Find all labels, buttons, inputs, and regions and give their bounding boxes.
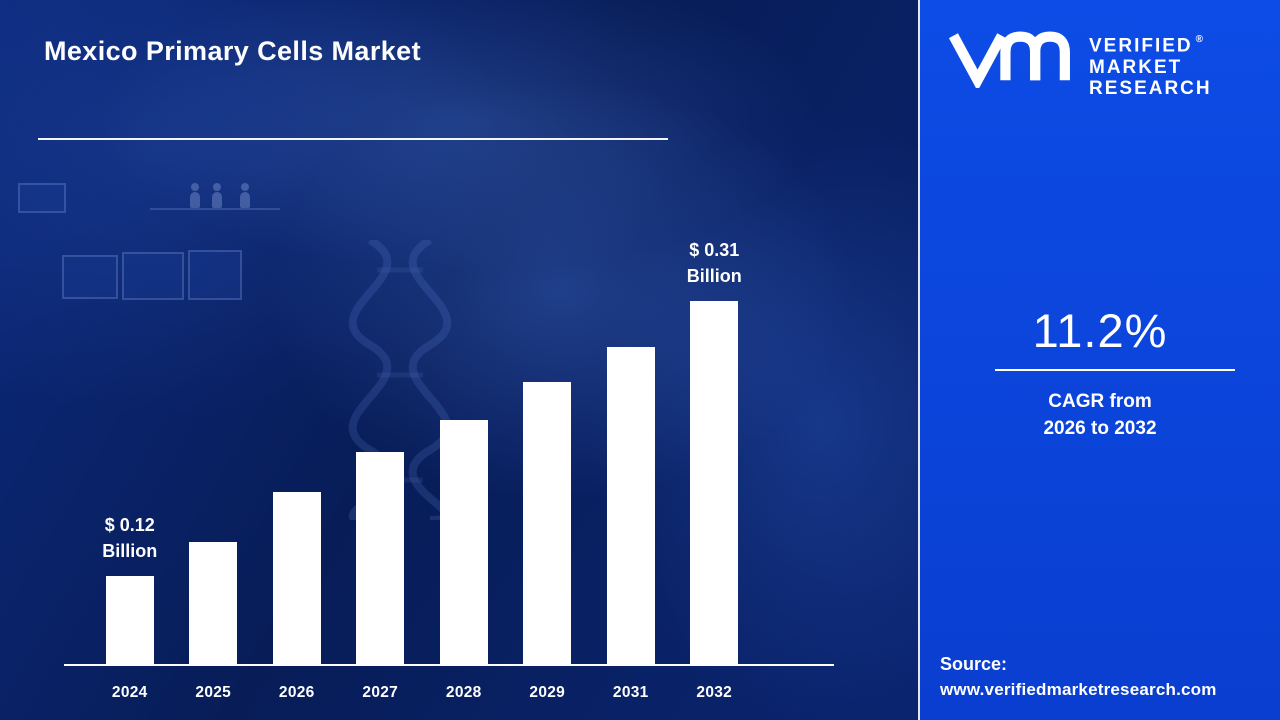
source-url: www.verifiedmarketresearch.com — [940, 680, 1217, 699]
x-tick-label: 2026 — [278, 684, 315, 701]
bar-2025 — [189, 542, 238, 666]
bar-slot: $ 0.31 Billion 2032 — [673, 200, 757, 701]
brand-line-verified: VERIFIED — [1089, 35, 1193, 57]
x-tick-label: 2029 — [529, 684, 566, 701]
x-axis-line — [64, 664, 834, 666]
bar-slot: 2027 — [339, 200, 423, 701]
bar-2029 — [523, 382, 572, 666]
bar-2028 — [439, 420, 488, 666]
bar-value-label: $ 0.31 Billion — [686, 240, 742, 286]
page-title: Mexico Primary Cells Market — [44, 36, 421, 66]
cagr-caption: CAGR from 2026 to 2032 — [920, 388, 1280, 442]
bar-2024 — [105, 576, 154, 666]
x-tick-label: 2027 — [362, 684, 399, 701]
bar-slot: 2031 — [589, 200, 673, 701]
x-tick-label: 2031 — [612, 684, 649, 701]
x-tick-label: 2024 — [111, 684, 148, 701]
bars-container: $ 0.12 Billion 2024 2025 2026 2027 2028 2029 203… — [88, 200, 757, 701]
bar-slot: $ 0.12 Billion 2024 — [88, 200, 172, 701]
cagr-value: 11.2% — [1032, 304, 1168, 357]
chart-section: Mexico Primary Cells Market $ 0.12 Billio… — [0, 0, 918, 720]
cagr-caption-line2: 2026 to 2032 — [1043, 418, 1157, 439]
brand-line-market: MARKET — [1089, 56, 1183, 78]
brand-line-research: RESEARCH — [1089, 78, 1212, 100]
vmr-logo-icon — [948, 31, 1070, 88]
brand-logo: VERIFIED ® MARKET RESEARCH — [946, 28, 1266, 100]
bar-value-label: $ 0.12 Billion — [102, 515, 158, 561]
title-underline — [38, 138, 668, 140]
source-block: Source: www.verifiedmarketresearch.com — [940, 654, 1270, 700]
registered-mark: ® — [1195, 34, 1203, 45]
bar-slot: 2029 — [506, 200, 590, 701]
bar-chart: $ 0.12 Billion 2024 2025 2026 2027 2028 2029 203… — [64, 200, 834, 701]
bar-2027 — [356, 452, 405, 666]
background-art — [18, 183, 66, 213]
section-divider — [918, 0, 920, 720]
cagr-caption-line1: CAGR from — [1048, 391, 1152, 412]
right-panel: VERIFIED ® MARKET RESEARCH 11.2% CAGR fro… — [920, 0, 1280, 720]
bar-slot: 2028 — [422, 200, 506, 701]
bar-2032 — [690, 301, 739, 666]
brand-wordmark: VERIFIED ® MARKET RESEARCH — [1089, 28, 1212, 100]
bar-slot: 2025 — [172, 200, 256, 701]
bar-2026 — [272, 492, 321, 666]
x-tick-label: 2032 — [696, 684, 733, 701]
x-tick-label: 2025 — [195, 684, 232, 701]
bar-2031 — [606, 347, 655, 666]
source-label: Source: — [940, 654, 1008, 674]
x-tick-label: 2028 — [445, 684, 482, 701]
cagr-underline — [995, 369, 1235, 371]
bar-slot: 2026 — [255, 200, 339, 701]
